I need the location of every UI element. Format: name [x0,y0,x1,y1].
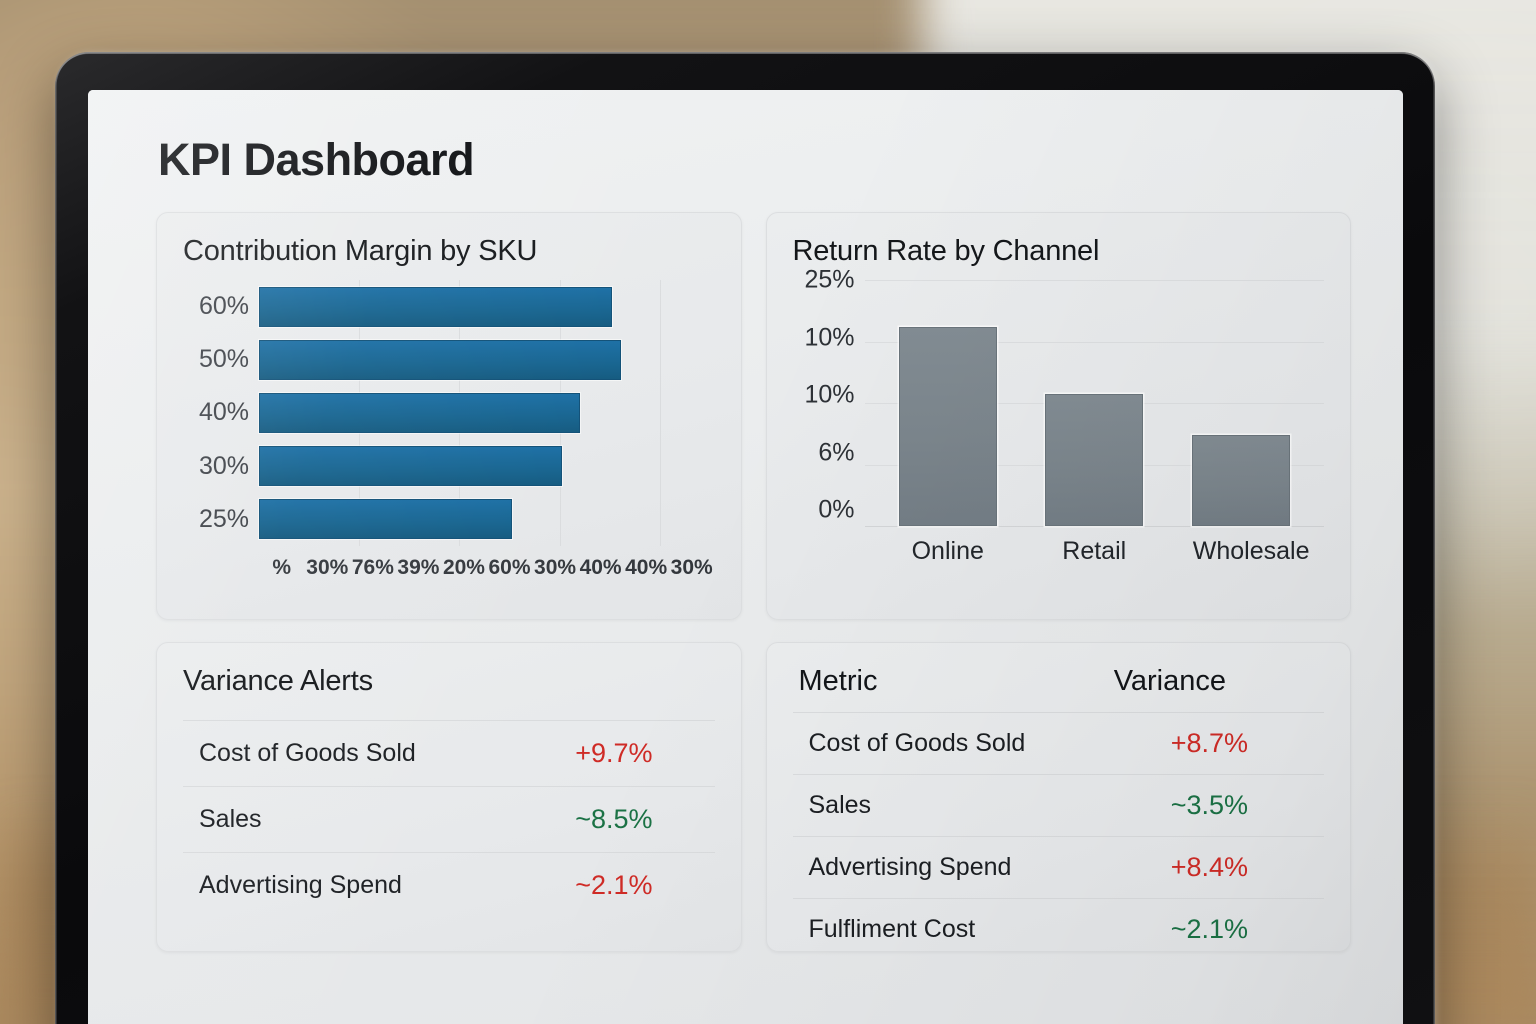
hbar-y-tick: 30% [198,451,249,480]
row-label: Cost of Goods Sold [808,729,1026,757]
hbar-x-tick: 30% [306,556,349,579]
card-metric-table: Metric Variance Cost of Goods Sold +8.7% S… [765,642,1351,952]
hbar-row [259,339,715,380]
dashboard-page: KPI Dashboard Contribution Margin by SKU… [88,90,1403,1024]
vbar-y-tick: 10% [804,380,855,409]
hbar-bar [259,339,621,380]
card-title-variance-alerts: Variance Alerts [183,665,373,697]
vertical-bar-chart: 25% 10% 10% 6% 0% [793,267,1325,580]
hbar-x-tick: 30% [670,556,713,579]
table-row[interactable]: Advertising Spend ~2.1% [183,852,715,918]
row-value: +9.7% [575,738,653,768]
vbar-y-tick: 6% [818,438,855,466]
hbar-row [259,446,715,487]
hbar-x-tick: 60% [488,556,531,579]
column-header-metric: Metric [798,665,878,697]
hbar-y-tick: 50% [198,345,249,374]
hbar-x-tick: 30% [534,556,577,579]
vbar-x-tick: Retail [1062,537,1127,565]
row-value: +8.7% [1170,728,1248,758]
vbar-y-tick: 10% [804,323,855,351]
vbar-plot-area [864,280,1325,527]
row-label: Fulfliment Cost [808,915,976,943]
row-label: Cost of Goods Sold [199,739,416,767]
row-label: Sales [199,805,262,833]
vbar-bar [898,327,997,526]
vbar-bar [1045,393,1144,526]
hbar-bar [259,286,612,327]
row-value: ~3.5% [1170,790,1248,820]
hbar-y-tick: 25% [198,504,249,533]
table-row[interactable]: Advertising Spend +8.4% [792,836,1324,898]
hbar-x-tick: 76% [351,556,394,579]
row-label: Advertising Spend [199,871,402,899]
table-row[interactable]: Sales ~3.5% [792,774,1324,836]
table-row[interactable]: Fulfliment Cost ~2.1% [792,898,1324,951]
horizontal-bar-chart: 60% 50% 40% 30% 25% [183,280,715,580]
hbar-y-axis: 60% 50% 40% 30% 25% [183,280,259,546]
vbar-y-axis: 25% 10% 10% 6% 0% [793,267,865,535]
row-value: ~2.1% [1170,914,1248,944]
hbar-x-tick: 40% [579,556,622,579]
card-contribution-margin: Contribution Margin by SKU 60% 50% 40% 3… [156,212,742,620]
hbar-y-tick: 40% [198,398,249,427]
card-return-rate: Return Rate by Channel 25% 10% 10% 6% 0% [765,212,1351,620]
row-value: +8.4% [1170,852,1248,882]
row-value: ~2.1% [575,870,653,900]
vbar-x-tick: Wholesale [1192,537,1310,565]
hbar-bar [259,392,580,433]
table-row[interactable]: Cost of Goods Sold +8.7% [792,712,1324,774]
vbar-x-tick: Online [911,537,984,565]
card-variance-alerts: Variance Alerts Cost of Goods Sold +9.7% S… [156,642,742,952]
row-label: Advertising Spend [808,853,1012,881]
hbar-x-tick: 20% [442,556,485,579]
hbar-x-axis: % 30% 76% 39% 20% 60% 30% 40% 40% 30% [183,556,715,580]
card-title-contribution-margin: Contribution Margin by SKU [183,235,538,267]
hbar-row [259,392,715,433]
hbar-x-tick: 39% [397,556,440,579]
vbar-bar [1191,435,1290,526]
variance-alerts-list: Cost of Goods Sold +9.7% Sales ~8.5% Adverti… [183,720,715,918]
card-title-return-rate: Return Rate by Channel [792,235,1100,267]
vbar-chart-area: Online Retail Wholesale [864,280,1325,580]
table-header: Metric Variance [793,665,1325,712]
hbar-row [259,286,715,327]
table-row[interactable]: Cost of Goods Sold +9.7% [183,720,715,786]
hbar-x-tick: 40% [625,556,668,579]
table-row[interactable]: Sales ~8.5% [183,786,715,852]
column-header-variance: Variance [1113,665,1226,697]
hbar-y-tick: 60% [198,292,249,321]
hbar-x-tick: % [272,556,292,579]
hbar-bar [259,499,512,540]
dashboard-grid: Contribution Margin by SKU 60% 50% 40% 3… [156,212,1351,952]
metric-table-body: Cost of Goods Sold +8.7% Sales ~3.5% Adverti… [792,712,1324,951]
vbar-x-axis: Online Retail Wholesale [865,527,1325,566]
vbar-y-tick: 25% [804,265,855,294]
vbar-y-tick: 0% [818,495,855,524]
row-label: Sales [808,791,872,819]
hbar-plot-area [259,280,715,546]
tablet-device: KPI Dashboard Contribution Margin by SKU… [55,52,1435,1024]
vbar-bars [865,280,1325,526]
hbar-bar [259,446,562,487]
hbar-chart-body: 60% 50% 40% 30% 25% [183,280,715,546]
row-value: ~8.5% [575,804,653,834]
page-title: KPI Dashboard [158,134,475,185]
hbar-row [259,499,715,540]
tablet-screen: KPI Dashboard Contribution Margin by SKU… [88,90,1403,1024]
